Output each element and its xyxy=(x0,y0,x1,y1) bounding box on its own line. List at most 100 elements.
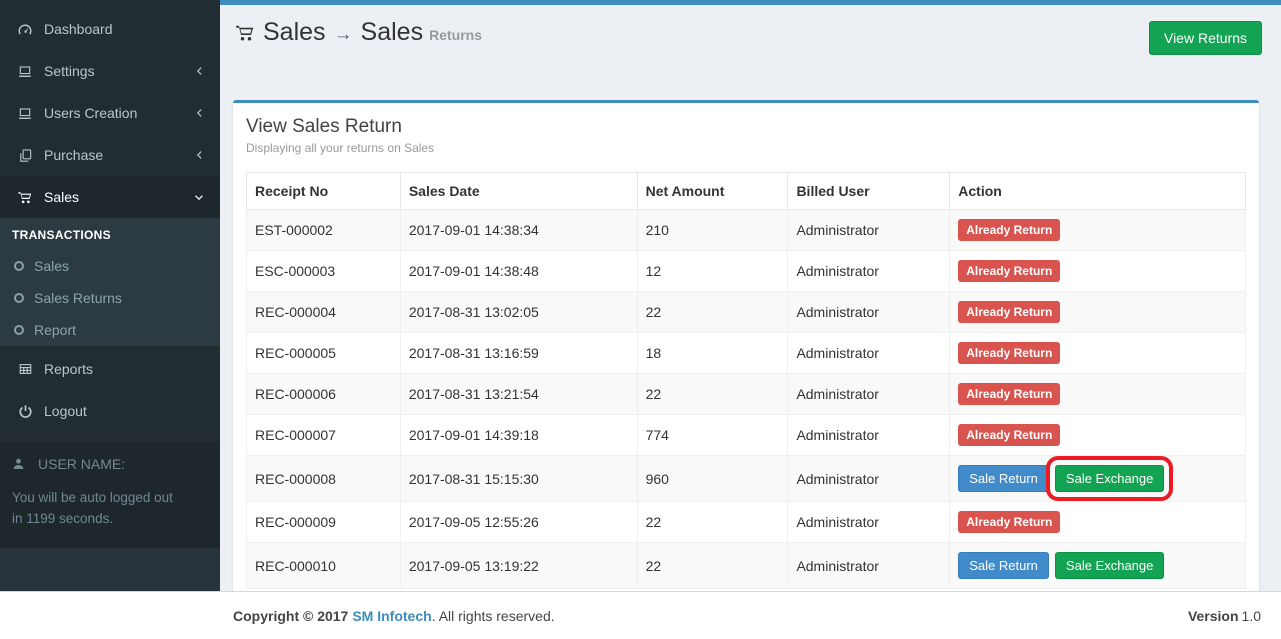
receipt-no-cell: EST-000002 xyxy=(246,209,401,251)
sidebar-item-reports[interactable]: Reports xyxy=(0,348,220,390)
sale-return-button[interactable]: Sale Return xyxy=(958,465,1049,492)
action-cell: Already Return xyxy=(949,414,1246,456)
version-value: 1.0 xyxy=(1241,607,1261,624)
col-header-net-amount: Net Amount xyxy=(636,172,789,210)
sidebar-menu: Dashboard Settings Users Creation xyxy=(0,0,220,218)
billed-user-cell: Administrator xyxy=(787,501,951,543)
sales-date-cell: 2017-08-31 13:21:54 xyxy=(399,373,638,415)
submenu-header: TRANSACTIONS xyxy=(12,228,111,242)
sales-date-cell: 2017-09-01 14:38:48 xyxy=(399,250,638,292)
submenu-item-sales[interactable]: Sales xyxy=(0,250,220,282)
billed-user-cell: Administrator xyxy=(787,332,951,374)
table-row: REC-000010 2017-09-05 13:19:22 22 Administr… xyxy=(246,542,1246,589)
action-cell: Already Return xyxy=(949,373,1246,415)
sidebar-item-purchase[interactable]: Purchase xyxy=(0,134,220,176)
receipt-no-cell: REC-000009 xyxy=(246,501,401,543)
sale-exchange-button[interactable]: Sale Exchange xyxy=(1045,456,1174,501)
sales-date-cell: 2017-08-31 13:02:05 xyxy=(399,291,638,333)
dashboard-icon xyxy=(15,21,35,37)
action-cell: Already Return xyxy=(949,291,1246,333)
net-amount-cell: 210 xyxy=(636,209,789,251)
sales-date-cell: 2017-09-01 14:38:34 xyxy=(399,209,638,251)
receipt-no-cell: REC-000006 xyxy=(246,373,401,415)
billed-user-cell: Administrator xyxy=(787,209,951,251)
circle-icon xyxy=(14,293,24,303)
auto-logout-notice: You will be auto logged out in 1199 seco… xyxy=(12,490,173,526)
view-returns-button[interactable]: View Returns xyxy=(1148,21,1262,55)
net-amount-cell: 774 xyxy=(636,414,789,456)
sidebar-item-label: Settings xyxy=(44,63,95,79)
chevron-left-icon xyxy=(193,149,205,161)
sidebar-item-dashboard[interactable]: Dashboard xyxy=(0,8,220,50)
action-cell: Sale Return Sale Exchange xyxy=(949,542,1246,589)
sidebar-menu-bottom: Reports Logout xyxy=(0,346,220,432)
action-cell: Already Return xyxy=(949,209,1246,251)
table-row: EST-000002 2017-09-01 14:38:34 210 Administ… xyxy=(246,209,1246,251)
submenu-item-label: Sales Returns xyxy=(34,290,122,306)
already-return-badge: Already Return xyxy=(958,260,1061,282)
sidebar-item-logout[interactable]: Logout xyxy=(0,390,220,432)
table-row: REC-000008 2017-08-31 15:15:30 960 Administ… xyxy=(246,455,1246,502)
already-return-badge: Already Return xyxy=(958,342,1061,364)
receipt-no-cell: REC-000010 xyxy=(246,542,401,589)
circle-icon xyxy=(14,261,24,271)
footer: Copyright © 2017 SM Infotech. All rights … xyxy=(0,591,1281,639)
user-panel: USER NAME: You will be auto logged out i… xyxy=(0,442,220,548)
laptop-icon xyxy=(15,105,35,121)
power-icon xyxy=(15,403,35,419)
col-header-sales-date: Sales Date xyxy=(399,172,638,210)
col-header-billed-user: Billed User xyxy=(787,172,951,210)
billed-user-cell: Administrator xyxy=(787,455,951,502)
sidebar-item-users-creation[interactable]: Users Creation xyxy=(0,92,220,134)
receipt-no-cell: ESC-000003 xyxy=(246,250,401,292)
panel-subtitle: Displaying all your returns on Sales xyxy=(246,141,435,155)
net-amount-cell: 22 xyxy=(636,542,789,589)
company-link[interactable]: SM Infotech xyxy=(352,607,432,624)
receipt-no-cell: REC-000005 xyxy=(246,332,401,374)
col-header-receipt-no: Receipt No xyxy=(246,172,401,210)
copy-icon xyxy=(15,147,35,163)
cart-icon xyxy=(15,189,35,205)
laptop-icon xyxy=(15,63,35,79)
sidebar-item-label: Logout xyxy=(44,403,87,419)
table-icon xyxy=(15,361,35,377)
action-cell: Sale Return Sale Exchange xyxy=(949,455,1246,502)
page-subtitle: Returns xyxy=(429,27,482,43)
net-amount-cell: 12 xyxy=(636,250,789,292)
sale-exchange-button[interactable]: Sale Exchange xyxy=(1054,552,1165,579)
top-accent-bar xyxy=(220,0,1281,5)
billed-user-cell: Administrator xyxy=(787,542,951,589)
sale-return-button[interactable]: Sale Return xyxy=(958,552,1049,579)
net-amount-cell: 18 xyxy=(636,332,789,374)
page-title: Sales xyxy=(360,18,424,46)
sales-returns-table: Receipt No Sales Date Net Amount Billed … xyxy=(246,172,1246,589)
submenu-item-label: Sales xyxy=(34,258,70,274)
net-amount-cell: 22 xyxy=(636,291,789,333)
already-return-badge: Already Return xyxy=(958,219,1061,241)
sidebar-item-label: Reports xyxy=(44,361,94,377)
arrow-icon: → xyxy=(333,24,353,45)
version-label: Version xyxy=(1187,607,1239,624)
sales-date-cell: 2017-09-05 12:55:26 xyxy=(399,501,638,543)
sales-return-panel: View Sales Return Displaying all your re… xyxy=(233,100,1259,591)
sales-date-cell: 2017-08-31 13:16:59 xyxy=(399,332,638,374)
copyright-text: Copyright © 2017 xyxy=(233,607,349,624)
submenu-item-report[interactable]: Report xyxy=(0,314,220,346)
breadcrumb: Sales → Sales Returns xyxy=(234,18,482,47)
sales-submenu: TRANSACTIONS Sales Sales Returns Report xyxy=(0,218,220,346)
submenu-item-sales-returns[interactable]: Sales Returns xyxy=(0,282,220,314)
circle-icon xyxy=(14,325,24,335)
sidebar-filler xyxy=(0,547,220,591)
sidebar-item-settings[interactable]: Settings xyxy=(0,50,220,92)
table-header-row: Receipt No Sales Date Net Amount Billed … xyxy=(246,172,1246,210)
sales-date-cell: 2017-09-01 14:39:18 xyxy=(399,414,638,456)
sales-date-cell: 2017-08-31 15:15:30 xyxy=(399,455,638,502)
cart-icon xyxy=(234,23,256,43)
billed-user-cell: Administrator xyxy=(787,414,951,456)
table-row: REC-000006 2017-08-31 13:21:54 22 Administr… xyxy=(246,373,1246,415)
already-return-badge: Already Return xyxy=(958,301,1061,323)
sidebar-item-sales[interactable]: Sales xyxy=(0,176,220,218)
receipt-no-cell: REC-000007 xyxy=(246,414,401,456)
user-icon xyxy=(12,457,30,471)
action-cell: Already Return xyxy=(949,332,1246,374)
